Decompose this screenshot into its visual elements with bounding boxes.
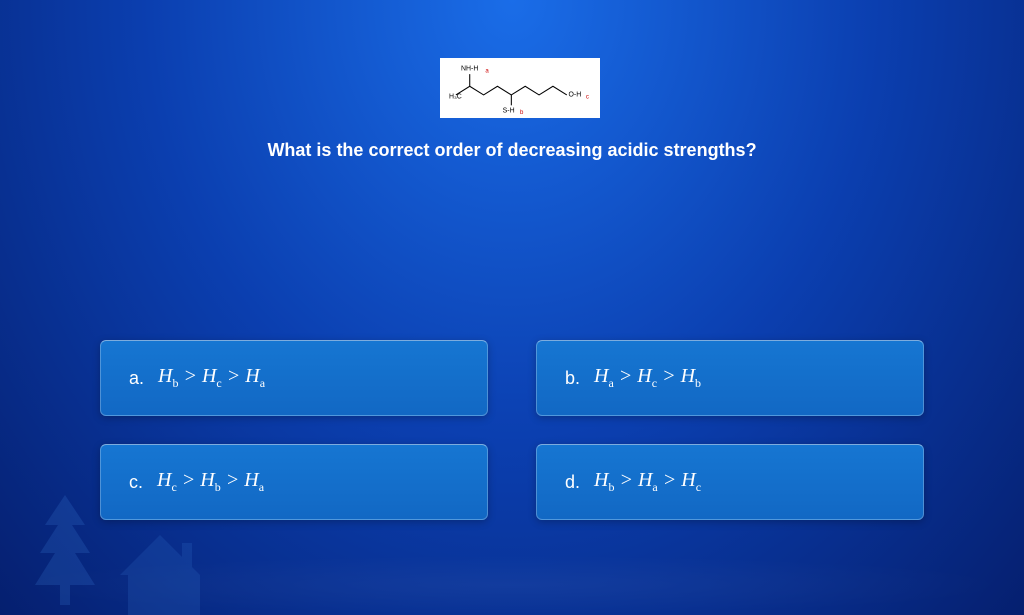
house-decoration <box>100 525 240 615</box>
svg-text:b: b <box>520 110 524 114</box>
option-formula: Hc > Hb > Ha <box>157 469 264 495</box>
svg-text:H₃C: H₃C <box>449 93 462 100</box>
svg-text:NH-H: NH-H <box>461 66 478 73</box>
option-b[interactable]: b. Ha > Hc > Hb <box>536 340 924 416</box>
question-text: What is the correct order of decreasing … <box>0 140 1024 161</box>
option-formula: Ha > Hc > Hb <box>594 365 701 391</box>
svg-text:c: c <box>586 94 589 100</box>
options-grid: a. Hb > Hc > Ha b. Ha > Hc > Hb c. Hc > … <box>100 340 924 520</box>
option-a[interactable]: a. Hb > Hc > Ha <box>100 340 488 416</box>
option-c[interactable]: c. Hc > Hb > Ha <box>100 444 488 520</box>
option-formula: Hb > Ha > Hc <box>594 469 701 495</box>
svg-text:a: a <box>485 68 489 74</box>
option-letter: b. <box>565 368 580 389</box>
option-letter: a. <box>129 368 144 389</box>
svg-text:O-H: O-H <box>569 92 582 99</box>
svg-text:S-H: S-H <box>503 107 515 114</box>
chemical-structure-image: NH-H a S-H b O-H c H₃C <box>440 58 600 118</box>
option-d[interactable]: d. Hb > Ha > Hc <box>536 444 924 520</box>
option-letter: c. <box>129 472 143 493</box>
option-letter: d. <box>565 472 580 493</box>
tree-decoration <box>30 495 100 605</box>
option-formula: Hb > Hc > Ha <box>158 365 265 391</box>
